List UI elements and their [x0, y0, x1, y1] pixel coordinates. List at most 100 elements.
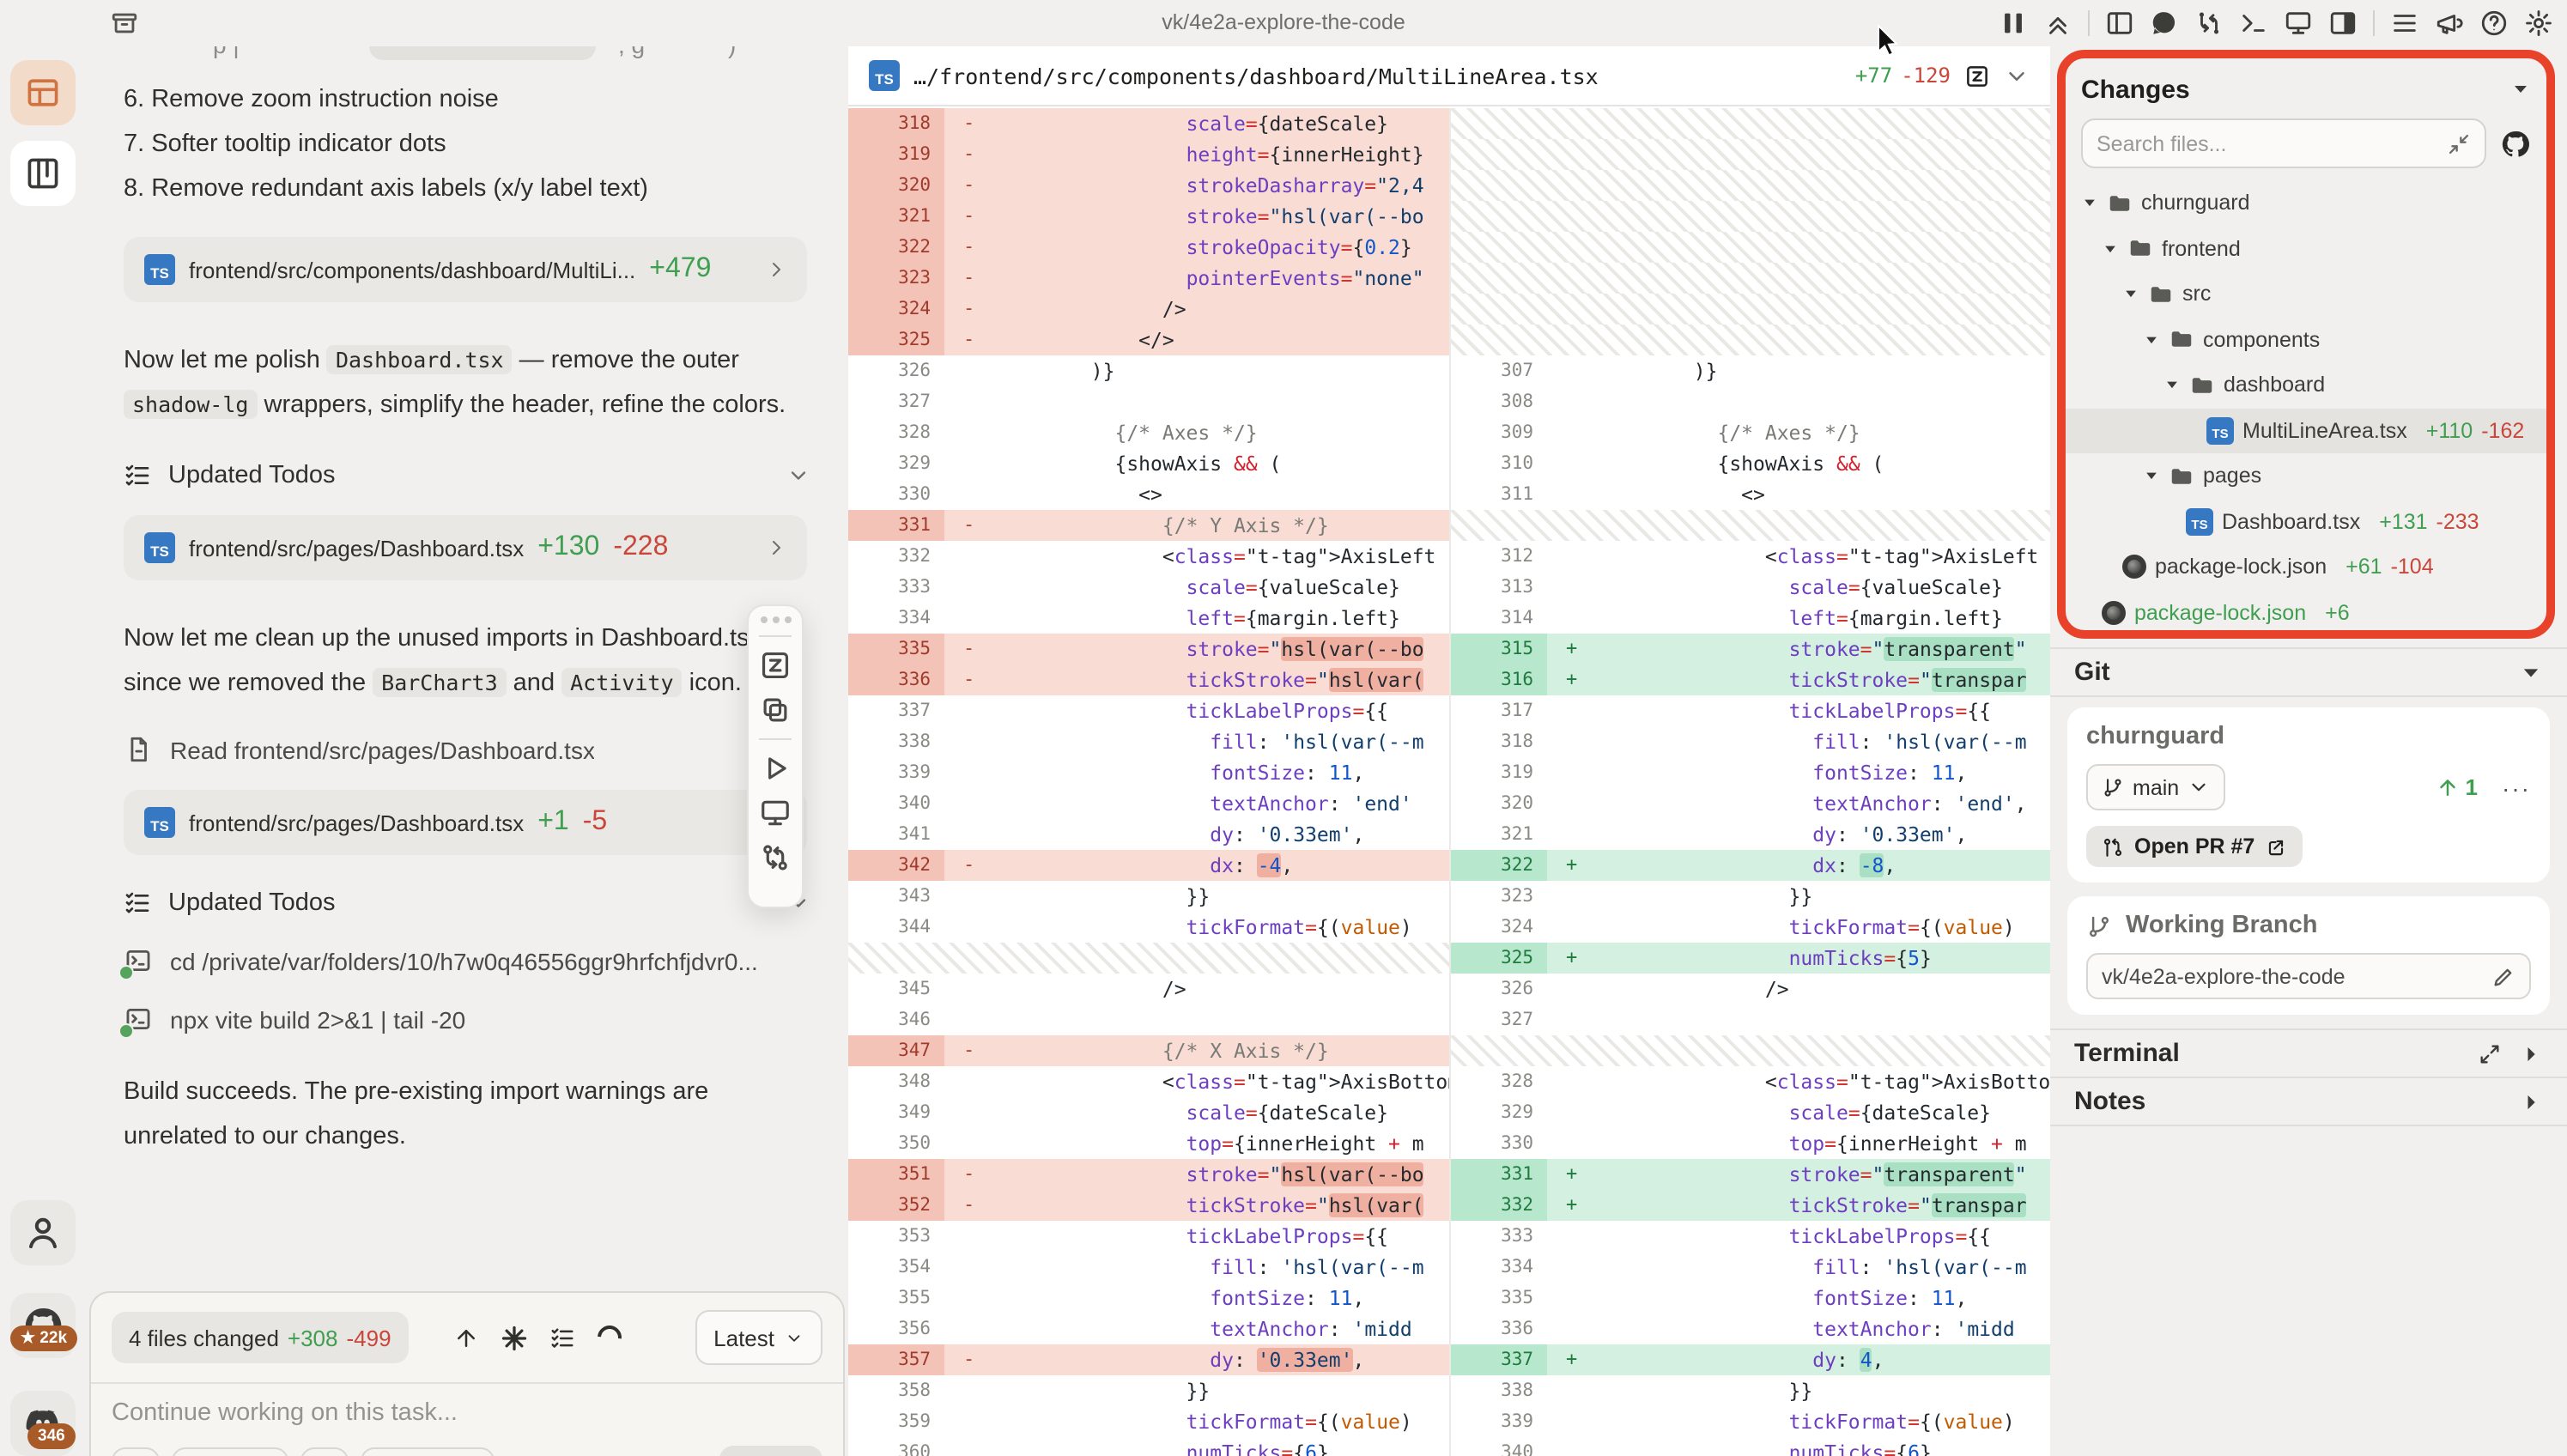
diff-row[interactable]: 326 )}307 )} [848, 355, 2050, 386]
sidebar-workspace-button[interactable] [10, 60, 76, 125]
tree-caret-icon[interactable] [2163, 377, 2181, 394]
file-tree-row[interactable]: package-lock.json+61-104 [2081, 544, 2531, 590]
diff-row[interactable]: 320- strokeDasharray="2,4 [848, 170, 2050, 201]
mode-dropdown[interactable]: Default [361, 1447, 495, 1456]
collapse-caret-icon[interactable] [2510, 79, 2531, 100]
panel-right-icon[interactable] [2328, 9, 2358, 38]
tree-caret-icon[interactable] [2122, 286, 2139, 303]
branch-dropdown[interactable]: main [2086, 764, 2225, 810]
diff-row[interactable]: 328 {/* Axes */}309 {/* Axes */} [848, 417, 2050, 448]
diff-row[interactable]: 331- {/* Y Axis */} [848, 510, 2050, 541]
monitor-icon[interactable] [2284, 9, 2313, 38]
file-tree-row[interactable]: components [2081, 317, 2531, 362]
copy-icon[interactable] [759, 694, 792, 726]
panel-left-icon[interactable] [2105, 9, 2134, 38]
diff-row[interactable]: 336- tickStroke="hsl(var(316+ tickStroke… [848, 664, 2050, 695]
terminal-icon[interactable] [2239, 9, 2268, 38]
settings-sliders-button[interactable] [112, 1447, 160, 1456]
updated-todos-row[interactable]: Updated Todos [124, 889, 810, 917]
chevron-down-icon[interactable] [2004, 63, 2030, 88]
collapse-tree-icon[interactable] [2447, 131, 2471, 155]
chevrons-up-icon[interactable] [2043, 9, 2072, 38]
diff-row[interactable]: 347- {/* X Axis */} [848, 1035, 2050, 1066]
file-tree-row[interactable]: package-lock.json+6 [2081, 590, 2531, 635]
tool-call-row[interactable]: npx vite build 2>&1 | tail -20 [124, 1004, 810, 1034]
diff-row[interactable]: 325- </> [848, 325, 2050, 355]
diff-row[interactable]: 352- tickStroke="hsl(var(332+ tickStroke… [848, 1190, 2050, 1221]
gear-icon[interactable] [2524, 9, 2553, 38]
tool-call-row[interactable]: cd /private/var/folders/10/h7w0q46556ggr… [124, 946, 810, 975]
megaphone-icon[interactable] [2435, 9, 2464, 38]
tree-caret-icon[interactable] [2143, 331, 2160, 349]
diff-row[interactable]: 359 tickFormat={(value)339 tickFormat={(… [848, 1406, 2050, 1437]
file-tree-row[interactable]: pages [2081, 453, 2531, 499]
terminal-section-header[interactable]: Terminal [2050, 1030, 2567, 1077]
play-icon[interactable] [759, 752, 792, 785]
files-changed-chip[interactable]: 4 files changed +308 -499 [112, 1312, 409, 1363]
diff-row[interactable]: 342- dx: -4,322+ dx: -8, [848, 850, 2050, 881]
diff-row[interactable]: 353 tickLabelProps={{333 tickLabelProps=… [848, 1221, 2050, 1252]
diff-row[interactable]: 323- pointerEvents="none" [848, 263, 2050, 294]
diff-row[interactable]: 337 tickLabelProps={{317 tickLabelProps=… [848, 695, 2050, 726]
edit-pencil-icon[interactable] [2491, 964, 2515, 988]
diff-row[interactable]: 335- stroke="hsl(var(--bo315+ stroke="tr… [848, 634, 2050, 664]
diff-row[interactable]: 351- stroke="hsl(var(--bo331+ stroke="tr… [848, 1159, 2050, 1190]
diff-row[interactable]: 348 <class="t-tag">AxisBottom328 <class=… [848, 1066, 2050, 1097]
diff-row[interactable]: 325+ numTicks={5} [848, 943, 2050, 974]
tree-caret-icon[interactable] [2102, 240, 2119, 258]
sidebar-kanban-button[interactable] [10, 141, 76, 206]
diff-row[interactable]: 318- scale={dateScale} [848, 108, 2050, 139]
diff-row[interactable]: 343 }}323 }} [848, 881, 2050, 912]
diff-file-header[interactable]: TS …/frontend/src/components/dashboard/M… [848, 46, 2050, 106]
diff-row[interactable]: 333 scale={valueScale}313 scale={valueSc… [848, 572, 2050, 603]
diff-row[interactable]: 349 scale={dateScale}329 scale={dateScal… [848, 1097, 2050, 1128]
working-branch-input[interactable]: vk/4e2a-explore-the-code [2086, 953, 2531, 999]
more-menu[interactable]: ··· [2502, 774, 2531, 801]
zed-editor-icon[interactable] [1964, 63, 1990, 88]
pause-icon[interactable] [1999, 9, 2028, 38]
file-change-chip[interactable]: TSfrontend/src/pages/Dashboard.tsx+130-2… [124, 515, 807, 580]
monitor2-icon[interactable] [759, 797, 792, 829]
tool-call-row[interactable]: Read frontend/src/pages/Dashboard.tsx [124, 735, 810, 764]
diff-row[interactable]: 358 }}338 }} [848, 1375, 2050, 1406]
diff-row[interactable]: 341 dy: '0.33em',321 dy: '0.33em', [848, 819, 2050, 850]
file-change-chip[interactable]: TSfrontend/src/pages/Dashboard.tsx+1-5 [124, 790, 807, 855]
menu-icon[interactable] [2390, 9, 2419, 38]
diff-row[interactable]: 327308 [848, 386, 2050, 417]
message-input[interactable]: Continue working on this task... [112, 1399, 822, 1427]
diff-row[interactable]: 356 textAnchor: 'midd336 textAnchor: 'mi… [848, 1313, 2050, 1344]
diff-row[interactable]: 322- strokeOpacity={0.2} [848, 232, 2050, 263]
send-button[interactable]: Send [720, 1446, 822, 1456]
diff-row[interactable]: 340 textAnchor: 'end'320 textAnchor: 'en… [848, 788, 2050, 819]
diff-row[interactable]: 334 left={margin.left}314 left={margin.l… [848, 603, 2050, 634]
diff-row[interactable]: 357- dy: '0.33em',337+ dy: 4, [848, 1344, 2050, 1375]
fast-forward-button[interactable] [300, 1447, 349, 1456]
diff-row[interactable]: 354 fill: 'hsl(var(--m334 fill: 'hsl(var… [848, 1252, 2050, 1283]
file-change-chip[interactable]: TSfrontend/src/components/dashboard/Mult… [124, 237, 807, 302]
diff-body[interactable]: 318- scale={dateScale}319- height={inner… [848, 108, 2050, 1456]
file-tree-row[interactable]: TSMultiLineArea.tsx+110-162 [2066, 408, 2546, 453]
diff-row[interactable]: 319- height={innerHeight} [848, 139, 2050, 170]
file-tree-row[interactable]: src [2081, 271, 2531, 317]
model-dropdown[interactable]: Opus [172, 1447, 288, 1456]
diff-row[interactable]: 350 top={innerHeight + m330 top={innerHe… [848, 1128, 2050, 1159]
collapse-caret-icon[interactable] [2519, 660, 2543, 684]
spark-icon[interactable] [501, 1325, 527, 1350]
diff-row[interactable]: 329 {showAxis && (310 {showAxis && ( [848, 448, 2050, 479]
help-icon[interactable] [2479, 9, 2509, 38]
diff-row[interactable]: 324- /> [848, 294, 2050, 325]
tree-caret-icon[interactable] [2081, 195, 2098, 212]
chat-bubble-icon[interactable] [2150, 9, 2179, 38]
git-section-header[interactable]: Git [2050, 649, 2567, 695]
updated-todos-row[interactable]: Updated Todos [124, 462, 810, 489]
tree-caret-icon[interactable] [2143, 468, 2160, 485]
chevron-right-icon[interactable] [2519, 1041, 2543, 1065]
ahead-indicator[interactable]: 1 [2435, 774, 2478, 800]
scroll-up-icon[interactable] [453, 1325, 479, 1350]
drag-handle[interactable] [760, 616, 791, 623]
search-files-input[interactable]: Search files... [2081, 118, 2486, 168]
sidebar-person-button[interactable] [10, 1200, 76, 1265]
diff-row[interactable]: 330 <>311 <> [848, 479, 2050, 510]
todo-list-icon[interactable] [549, 1325, 575, 1350]
file-tree-row[interactable]: dashboard [2081, 362, 2531, 408]
